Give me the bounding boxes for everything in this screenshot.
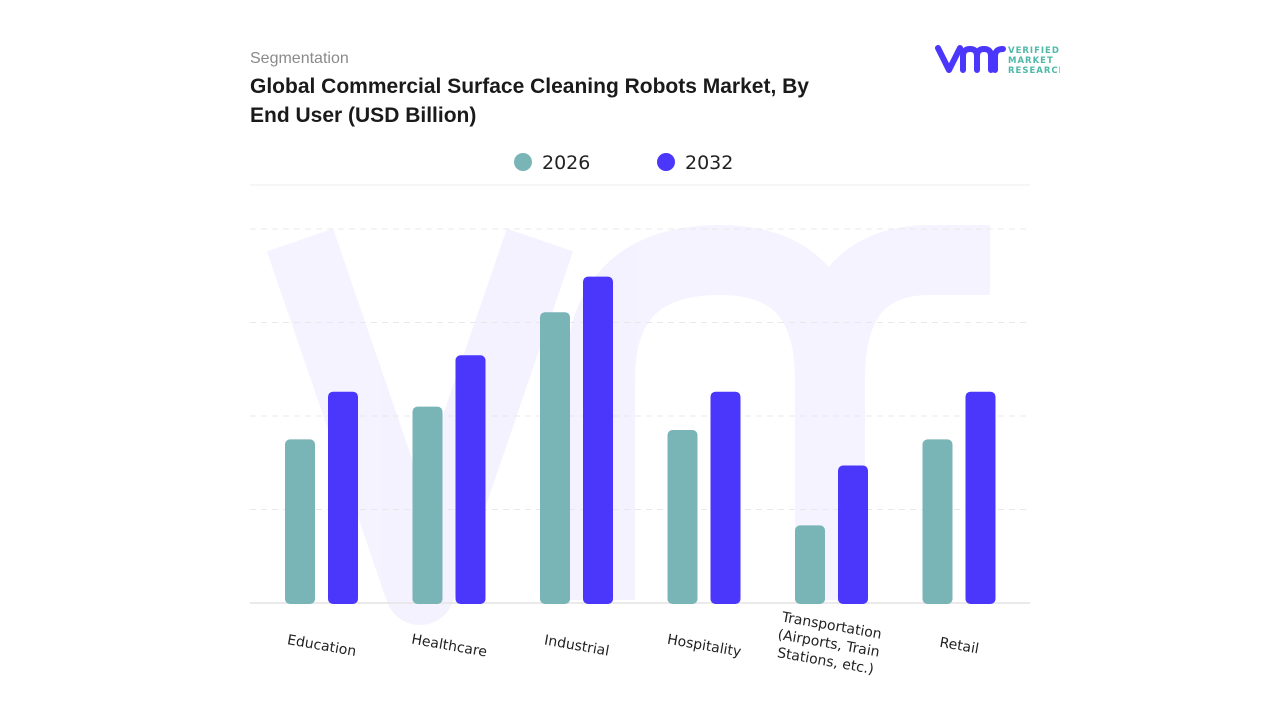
bar-2032-2 bbox=[583, 276, 613, 604]
svg-text:VERIFIED: VERIFIED bbox=[1008, 46, 1060, 56]
legend-marker-2032 bbox=[657, 153, 675, 171]
bars bbox=[285, 276, 996, 604]
x-label-4: Transportation(Airports, TrainStations, … bbox=[773, 609, 884, 678]
x-label-3: Hospitality bbox=[666, 632, 742, 661]
x-axis-labels: Education Healthcare Industrial Hospitality… bbox=[286, 609, 980, 678]
x-label-1: Healthcare bbox=[410, 632, 488, 661]
vmr-logo: VERIFIED MARKET RESEARCH bbox=[935, 42, 1066, 81]
bar-2032-0 bbox=[328, 391, 358, 604]
bar-2026-2 bbox=[540, 312, 570, 604]
x-label-5: Retail bbox=[938, 635, 980, 658]
chart-title: Global Commercial Surface Cleaning Robot… bbox=[250, 75, 809, 127]
svg-text:RESEARCH: RESEARCH bbox=[1008, 66, 1060, 76]
gridlines bbox=[250, 228, 1030, 604]
bar-2026-5 bbox=[922, 439, 953, 604]
bar-2026-3 bbox=[667, 430, 698, 604]
legend: 2026 2032 bbox=[514, 152, 733, 174]
bar-2032-5 bbox=[965, 391, 996, 604]
bar-2032-3 bbox=[710, 391, 741, 604]
x-label-0: Education bbox=[286, 632, 357, 660]
bar-2026-0 bbox=[285, 439, 315, 604]
svg-text:MARKET: MARKET bbox=[1008, 56, 1054, 66]
watermark bbox=[266, 224, 990, 625]
legend-label-2032: 2032 bbox=[685, 152, 733, 174]
legend-marker-2026 bbox=[514, 153, 532, 171]
section-label: Segmentation bbox=[250, 50, 349, 67]
bar-2032-4 bbox=[838, 465, 868, 604]
legend-label-2026: 2026 bbox=[542, 152, 590, 174]
bar-2026-4 bbox=[795, 525, 825, 604]
bar-2026-1 bbox=[412, 406, 443, 604]
bar-2032-1 bbox=[455, 355, 486, 604]
x-label-2: Industrial bbox=[543, 632, 610, 659]
